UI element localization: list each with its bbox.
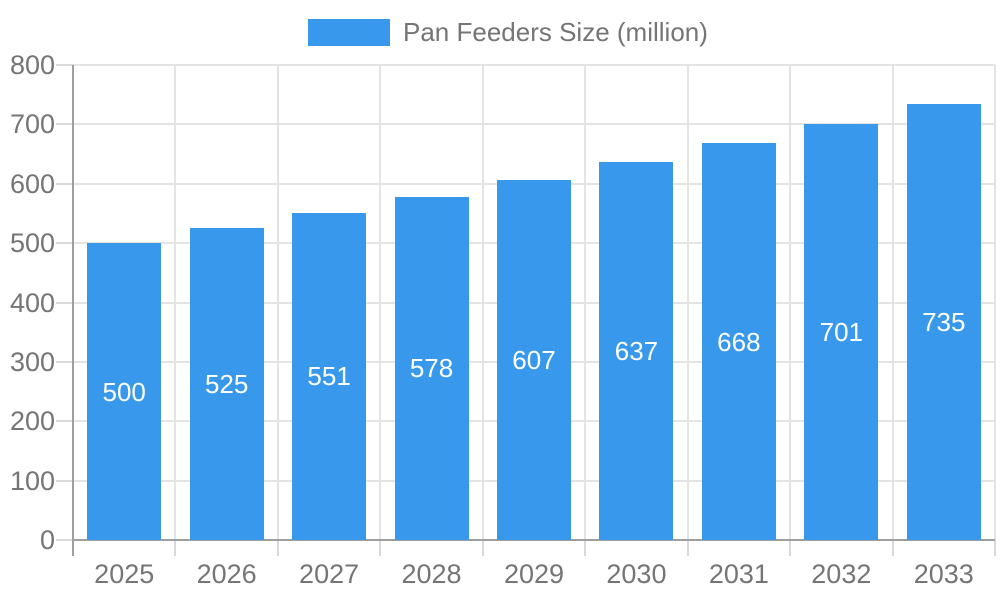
bar-value-label: 500 — [102, 376, 146, 407]
bar-value-label: 637 — [614, 335, 659, 366]
x-axis-tick — [174, 540, 177, 556]
h-gridline — [73, 123, 995, 126]
x-axis-category-label: 2026 — [196, 559, 257, 589]
bar-value-label: 551 — [307, 361, 351, 392]
bar — [497, 179, 571, 540]
bar — [394, 196, 469, 540]
y-axis-tick-label: 600 — [9, 168, 55, 199]
y-axis-tick-label: 500 — [9, 228, 55, 259]
y-axis-tick — [56, 539, 73, 541]
legend-label: Pan Feeders Size (million) — [403, 17, 708, 47]
y-axis-line — [72, 65, 74, 556]
x-axis-tick — [789, 540, 792, 556]
y-axis-tick-label: 100 — [9, 465, 55, 496]
bar — [804, 123, 879, 540]
v-gridline — [481, 65, 484, 540]
bar-value-label: 701 — [819, 316, 864, 347]
y-axis-tick — [56, 182, 73, 185]
x-axis-tick — [994, 540, 996, 556]
y-axis-tick — [56, 123, 73, 126]
bar — [87, 243, 162, 540]
y-axis-tick — [56, 479, 73, 482]
bar — [292, 212, 367, 540]
v-gridline — [276, 65, 279, 540]
y-axis-tick — [56, 360, 73, 363]
bar — [599, 161, 674, 540]
x-axis-tick — [584, 540, 587, 556]
y-axis-tick — [56, 242, 73, 245]
x-axis-category-label: 2028 — [401, 559, 462, 589]
x-axis-category-label: 2025 — [94, 559, 155, 589]
bar-value-label: 668 — [717, 326, 761, 357]
x-axis-tick — [891, 540, 894, 556]
x-axis-category-label: 2031 — [708, 559, 769, 589]
y-axis-tick-label: 400 — [9, 287, 55, 318]
v-gridline — [891, 65, 894, 540]
y-axis-tick-label: 200 — [9, 406, 55, 437]
x-axis-category-label: 2033 — [913, 559, 974, 589]
y-axis-tick — [56, 420, 73, 423]
legend: Pan Feeders Size (million) — [308, 17, 708, 47]
v-gridline — [686, 65, 689, 540]
bar — [189, 228, 264, 540]
y-axis-tick-label: 800 — [9, 50, 55, 80]
x-axis-tick — [481, 540, 484, 556]
v-gridline — [379, 65, 382, 540]
v-gridline — [994, 65, 996, 540]
bar-value-label: 607 — [512, 344, 556, 375]
legend-swatch — [308, 18, 390, 46]
bar — [701, 143, 776, 540]
x-axis-category-label: 2032 — [811, 559, 872, 589]
x-axis-line — [72, 539, 995, 541]
x-axis-category-label: 2027 — [299, 559, 360, 589]
bar-value-label: 525 — [204, 369, 249, 400]
v-gridline — [174, 65, 177, 540]
v-gridline — [789, 65, 792, 540]
y-axis-tick-label: 0 — [39, 525, 55, 555]
y-axis-tick-label: 300 — [9, 346, 55, 377]
x-axis-tick — [276, 540, 279, 556]
y-axis-tick-label: 700 — [9, 109, 55, 140]
y-axis-tick — [56, 64, 73, 66]
bar-value-label: 578 — [409, 353, 454, 384]
y-axis-tick — [56, 301, 73, 304]
x-axis-tick — [379, 540, 382, 556]
bar-value-label: 735 — [922, 306, 966, 337]
bar — [906, 103, 981, 540]
h-gridline — [73, 64, 995, 66]
x-axis-category-label: 2029 — [503, 559, 565, 589]
v-gridline — [584, 65, 587, 540]
x-axis-tick — [686, 540, 689, 556]
x-axis-category-label: 2030 — [606, 559, 667, 589]
